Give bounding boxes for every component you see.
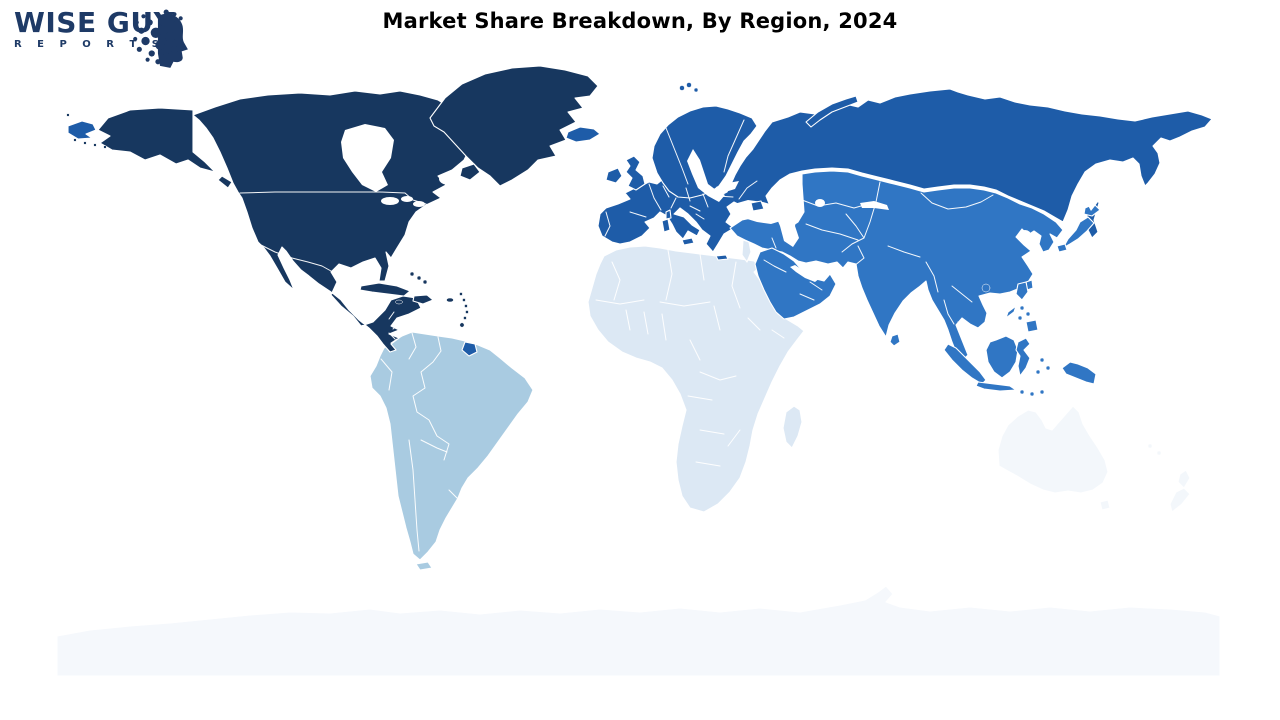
dotted-head-profile-icon (133, 9, 188, 68)
alaska (97, 107, 216, 173)
europe-borders (604, 119, 758, 237)
region-south-america (369, 331, 534, 571)
new-zealand-north (1177, 469, 1191, 489)
region-asia-pacific (729, 170, 1101, 397)
newfoundland (459, 163, 481, 181)
africa-borders (595, 249, 785, 467)
great-lake-superior (381, 197, 399, 205)
south-america-borders (380, 332, 458, 552)
levant-strip (741, 239, 752, 263)
gulf-of-st-lawrence (439, 173, 459, 185)
persian-gulf (790, 265, 820, 282)
svalbard-islands (679, 82, 699, 93)
iceland (565, 126, 601, 143)
south-america-mainland (369, 331, 534, 561)
hispaniola (412, 294, 434, 305)
aleutian-islands (66, 113, 107, 149)
sumatra (943, 343, 987, 385)
tasmania (1099, 499, 1111, 511)
sea-of-okhotsk (1081, 163, 1139, 211)
hudson-bay (341, 124, 394, 192)
asia-mainland (729, 170, 1064, 361)
java (975, 381, 1017, 392)
region-north-america (66, 65, 599, 353)
great-britain (625, 155, 646, 191)
japan-kyushu (1056, 243, 1068, 253)
tierra-del-fuego (415, 561, 433, 571)
french-guiana (461, 341, 478, 357)
us-canada-border (239, 191, 434, 209)
sri-lanka (889, 333, 901, 347)
logo-text-reports: R E P O R T S (14, 39, 165, 50)
crimea (750, 200, 765, 212)
wise-guy-reports-logo: WISE GUY R E P O R T S (14, 8, 234, 68)
vancouver-island (217, 175, 233, 189)
baltic-sea (687, 149, 725, 202)
philippines-luzon (1015, 281, 1029, 301)
chukotka-fragment (67, 120, 97, 140)
sardinia (661, 218, 671, 233)
japan-honshu (1062, 216, 1095, 249)
sulawesi (1015, 337, 1031, 377)
central-america-borders (388, 311, 400, 344)
asian-islands (981, 283, 1051, 397)
caribbean-islands (395, 271, 469, 328)
asia-borders (763, 181, 994, 331)
australia (997, 405, 1109, 494)
region-oceania (997, 405, 1191, 513)
madagascar (782, 405, 803, 449)
pacific-islands (1147, 443, 1162, 456)
scandinavia (651, 105, 758, 199)
chart-title: Market Share Breakdown, By Region, 2024 (382, 9, 898, 33)
new-guinea (1061, 361, 1097, 385)
sicily (681, 237, 695, 246)
us-mexico-border (258, 243, 332, 272)
bohai-sea (1019, 230, 1031, 240)
region-antarctica (56, 585, 1221, 677)
region-africa (587, 239, 805, 513)
novaya-zemlya (805, 95, 859, 128)
gulf-of-finland (716, 181, 739, 193)
philippines-mindanao (1025, 319, 1039, 333)
africa-mainland (587, 245, 805, 513)
cuba (359, 282, 411, 297)
corsica (665, 209, 672, 220)
country-borders (192, 111, 994, 552)
borneo (985, 335, 1019, 379)
crete (715, 254, 729, 261)
caspian-sea (772, 195, 799, 247)
ireland (605, 167, 623, 184)
palawan (1005, 305, 1017, 319)
arabian-peninsula (754, 247, 837, 320)
canada-usa-mexico (192, 90, 472, 353)
new-zealand-south (1169, 487, 1191, 513)
